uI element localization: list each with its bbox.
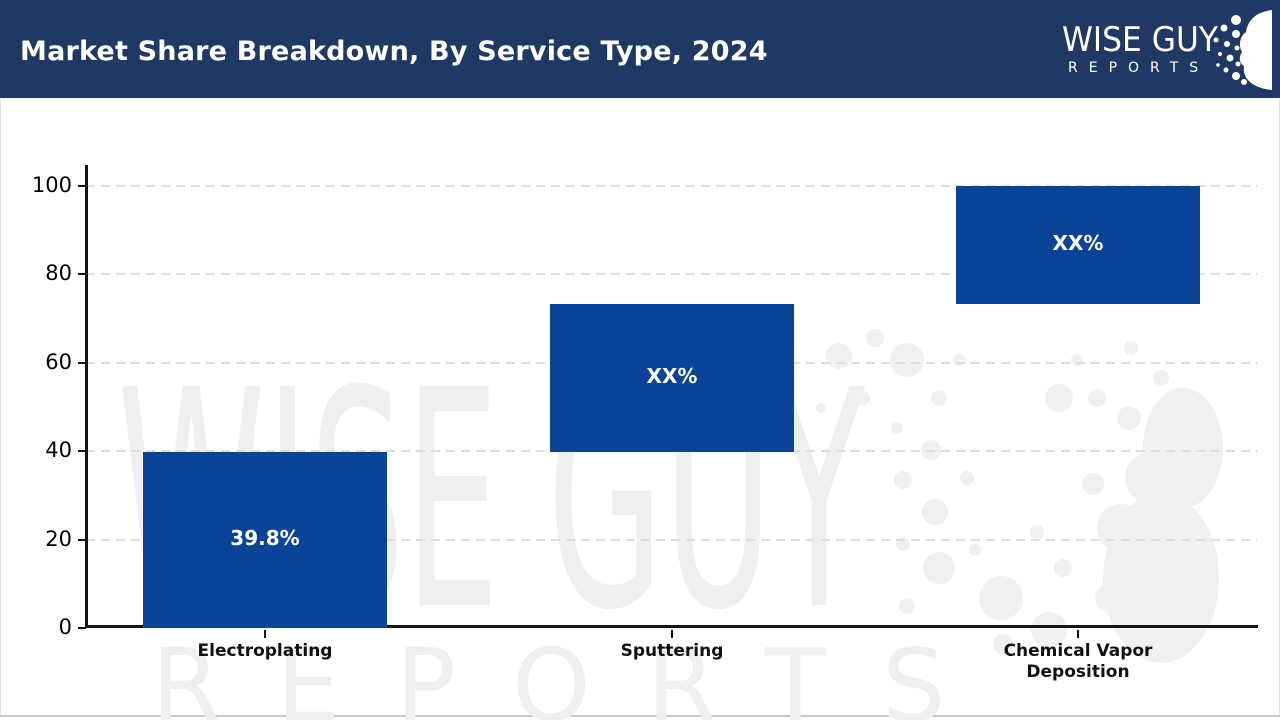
bar-value-label: XX%	[646, 364, 698, 389]
x-category-label: Sputtering	[620, 641, 724, 661]
gridline	[86, 273, 1257, 276]
x-category-label: Chemical Vapor Deposition	[1003, 641, 1153, 682]
y-tick-mark	[78, 627, 86, 629]
x-tick-mark	[264, 630, 266, 638]
y-tick-label: 40	[45, 438, 72, 463]
bar-segment	[956, 186, 1200, 304]
page-title: Market Share Breakdown, By Service Type,…	[20, 36, 768, 67]
bar-segment	[143, 452, 387, 628]
footer-divider	[0, 715, 1280, 717]
wiseguy-face-icon	[1213, 10, 1272, 90]
y-tick-label: 20	[45, 526, 72, 551]
chart-area: WISE GUY REPORTS 0 20 40 60 80 100 39.8% E	[0, 98, 1280, 720]
y-tick-mark	[78, 450, 86, 453]
y-tick-label: 80	[45, 261, 72, 286]
y-tick-mark	[78, 361, 86, 364]
y-axis-line	[85, 165, 88, 628]
wiseguy-logo: WISE GUY REPORTS	[1022, 8, 1272, 92]
y-tick-mark	[78, 273, 86, 276]
bar-segment	[550, 304, 794, 453]
x-tick-mark	[1077, 630, 1079, 638]
y-tick-label: 100	[31, 173, 72, 197]
plot-region: 0 20 40 60 80 100 39.8% Electroplating XX% Sputte…	[1, 98, 1280, 716]
x-tick-mark	[671, 630, 673, 638]
x-axis-line	[85, 625, 1258, 628]
header-bar: Market Share Breakdown, By Service Type,…	[0, 0, 1280, 98]
bar-value-label: XX%	[1052, 231, 1104, 255]
logo-subtitle: REPORTS	[1068, 60, 1210, 76]
y-tick-mark	[78, 185, 86, 187]
gridline	[86, 538, 1257, 541]
logo-wordmark: WISE GUY	[1062, 20, 1218, 60]
y-tick-label: 0	[58, 615, 72, 639]
y-tick-mark	[78, 538, 86, 541]
bar-value-label: 39.8%	[230, 526, 300, 551]
y-tick-label: 60	[45, 349, 72, 374]
gridline	[86, 185, 1257, 187]
x-category-label: Electroplating	[197, 641, 333, 661]
